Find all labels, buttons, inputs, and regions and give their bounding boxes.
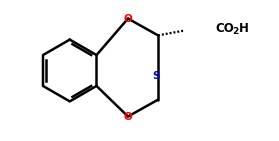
Text: 2: 2: [232, 27, 239, 36]
Text: H: H: [239, 22, 248, 35]
Text: O: O: [124, 112, 132, 122]
Text: CO: CO: [215, 22, 234, 35]
Text: O: O: [124, 14, 132, 24]
Text: S: S: [153, 71, 160, 81]
